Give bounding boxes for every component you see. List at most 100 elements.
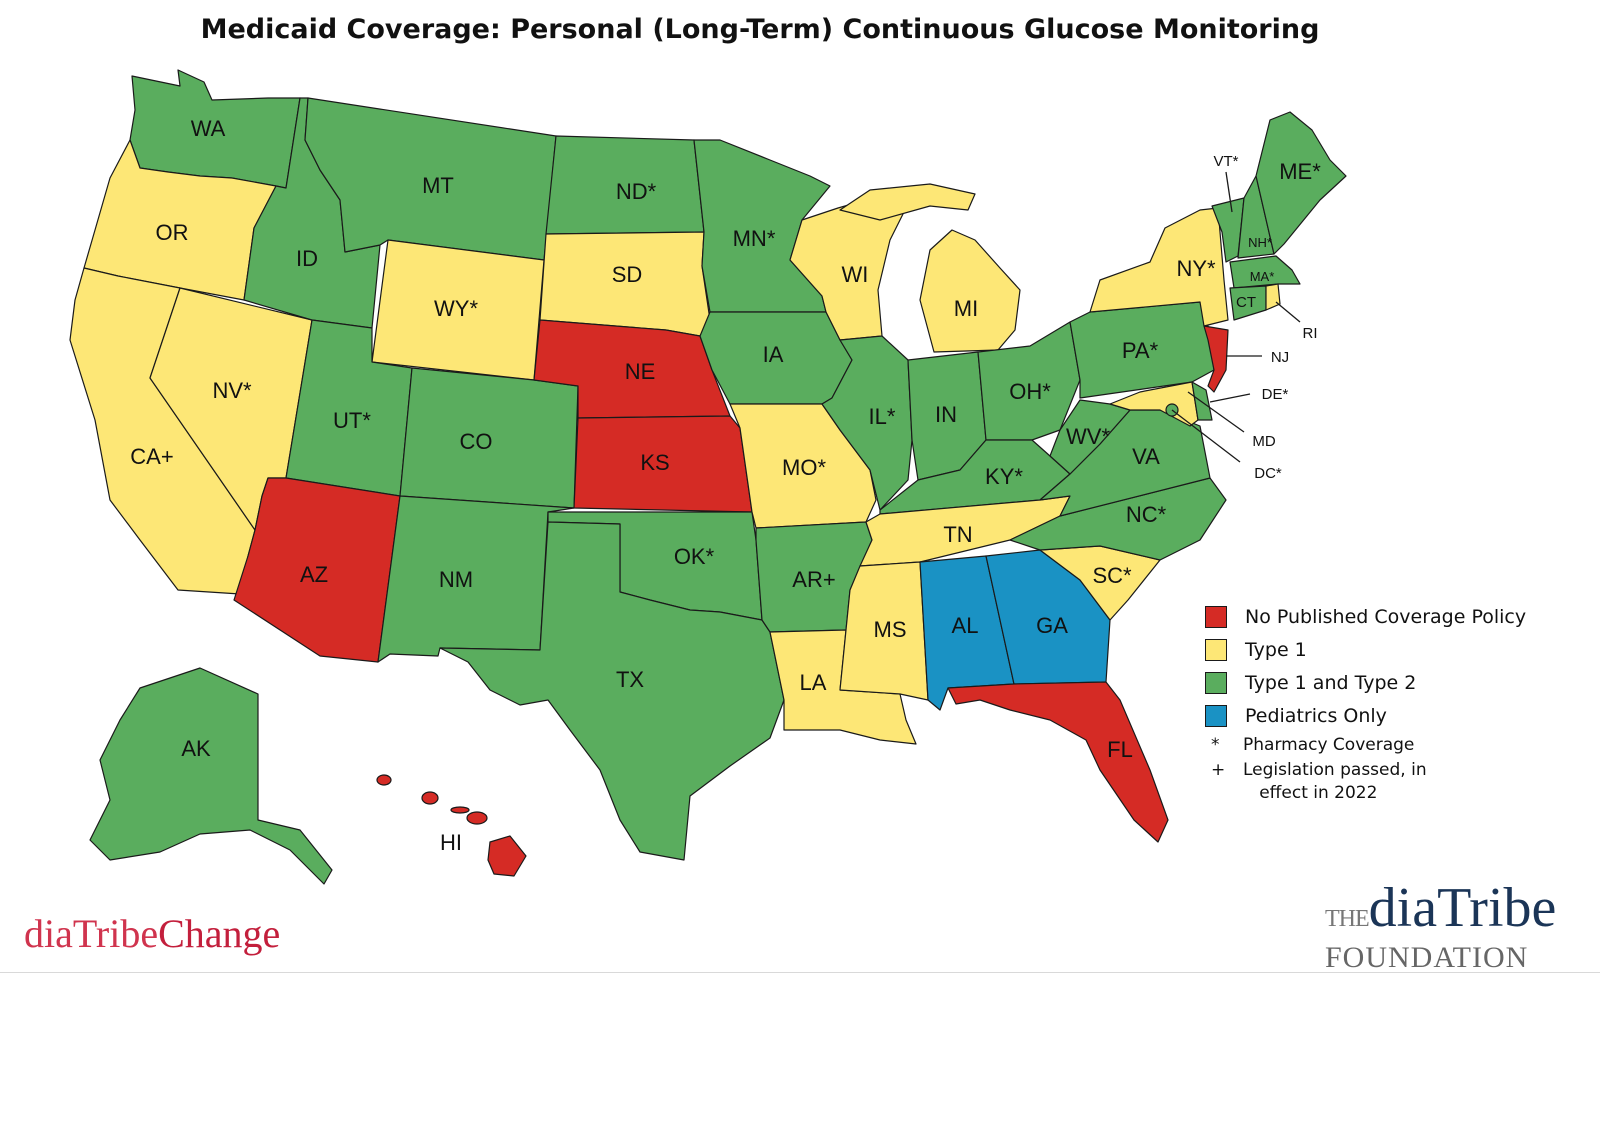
label-IL: IL*: [869, 404, 896, 429]
label-ND: ND*: [616, 179, 657, 204]
logo-left-prefix: diaTribe: [24, 911, 159, 956]
legend-label-legislation: Legislation passed, in effect in 2022: [1243, 760, 1427, 803]
legend-swatch-blue: [1205, 704, 1227, 727]
label-MT: MT: [422, 173, 454, 198]
legend-label-none: No Published Coverage Policy: [1245, 605, 1527, 628]
footer-divider: [0, 972, 1600, 973]
diatribe-foundation-logo[interactable]: THEdiaTribe FOUNDATION: [1325, 880, 1556, 973]
label-MS: MS: [874, 617, 907, 642]
label-NH: NH*: [1248, 235, 1272, 250]
label-IA: IA: [763, 342, 784, 367]
label-DE: DE*: [1262, 386, 1289, 403]
map-legend: No Published Coverage Policy Type 1 Type…: [1205, 600, 1526, 805]
state-IL[interactable]: [821, 335, 913, 511]
legend-swatch-yellow: [1205, 638, 1227, 661]
state-AZ[interactable]: [233, 477, 401, 663]
label-AZ: AZ: [300, 562, 328, 587]
label-PA: PA*: [1122, 338, 1159, 363]
legend-item-type1-type2: Type 1 and Type 2: [1205, 666, 1526, 699]
label-WI: WI: [842, 262, 869, 287]
logo-right-the: THE: [1325, 906, 1370, 932]
leader-DC: [1171, 409, 1241, 463]
label-OR: OR: [156, 220, 189, 245]
state-HI-kauai[interactable]: [376, 774, 392, 786]
asterisk-symbol: *: [1211, 735, 1220, 755]
label-OH: OH*: [1009, 379, 1051, 404]
leader-MD: [1187, 391, 1245, 433]
label-MA: MA*: [1250, 269, 1275, 284]
label-RI: RI: [1303, 325, 1318, 342]
state-HI-maui[interactable]: [466, 811, 488, 825]
label-TX: TX: [616, 667, 644, 692]
label-HI: HI: [440, 830, 462, 855]
label-KS: KS: [640, 450, 669, 475]
label-MI: MI: [954, 296, 978, 321]
diatribe-change-logo[interactable]: diaTribeChange: [24, 910, 280, 957]
label-NM: NM: [439, 567, 473, 592]
label-KY: KY*: [985, 464, 1023, 489]
leader-VT: [1225, 171, 1233, 213]
label-SC: SC*: [1092, 563, 1132, 588]
state-DE[interactable]: [1191, 381, 1213, 421]
label-MN: MN*: [733, 226, 776, 251]
label-SD: SD: [612, 262, 643, 287]
label-FL: FL: [1107, 737, 1133, 762]
state-NJ[interactable]: [1203, 325, 1229, 393]
legend-label-type1: Type 1: [1245, 638, 1307, 661]
legend-note-pharmacy: * Pharmacy Coverage: [1205, 734, 1526, 757]
label-AL: AL: [952, 613, 979, 638]
label-NV: NV*: [212, 378, 252, 403]
label-AR: AR+: [792, 567, 835, 592]
legend-label-type1-type2: Type 1 and Type 2: [1245, 671, 1417, 694]
label-TN: TN: [943, 522, 972, 547]
state-ME[interactable]: [1255, 111, 1347, 255]
state-HI-molokai[interactable]: [450, 806, 470, 814]
label-UT: UT*: [333, 408, 371, 433]
state-AK[interactable]: [89, 667, 333, 885]
plus-symbol: +: [1211, 760, 1226, 780]
label-WY: WY*: [434, 296, 478, 321]
state-MI-upper[interactable]: [839, 183, 976, 221]
label-ID: ID: [296, 246, 318, 271]
label-CO: CO: [460, 429, 493, 454]
logo-left-suffix: Change: [158, 911, 281, 956]
legend-swatch-green: [1205, 671, 1227, 694]
label-VA: VA: [1132, 444, 1160, 469]
label-WA: WA: [191, 116, 226, 141]
label-MO: MO*: [782, 455, 826, 480]
state-CO[interactable]: [399, 367, 579, 509]
label-LA: LA: [800, 670, 827, 695]
legend-label-pharmacy: Pharmacy Coverage: [1243, 735, 1415, 755]
label-CT: CT: [1236, 294, 1256, 311]
label-NE: NE: [625, 359, 656, 384]
label-WV: WV*: [1066, 424, 1110, 449]
label-GA: GA: [1036, 613, 1068, 638]
logo-right-foundation: FOUNDATION: [1325, 941, 1529, 974]
legend-item-none: No Published Coverage Policy: [1205, 600, 1526, 633]
label-NC: NC*: [1126, 502, 1167, 527]
label-AK: AK: [181, 736, 211, 761]
legend-item-pediatrics: Pediatrics Only: [1205, 699, 1526, 732]
label-NY: NY*: [1176, 256, 1216, 281]
label-ME: ME*: [1279, 159, 1321, 184]
legend-note-legislation: + Legislation passed, in effect in 2022: [1205, 759, 1526, 805]
state-MI[interactable]: [919, 229, 1021, 353]
legend-swatch-red: [1205, 605, 1227, 628]
leader-DE: [1209, 393, 1251, 403]
label-IN: IN: [935, 402, 957, 427]
us-coverage-map: WA OR CA+ NV* ID MT WY* UT* AZ CO NM ND*…: [69, 69, 1347, 885]
state-RI[interactable]: [1265, 283, 1281, 311]
legend-item-type1: Type 1: [1205, 633, 1526, 666]
label-OK: OK*: [674, 544, 715, 569]
logo-right-brand: diaTribe: [1368, 877, 1557, 939]
label-VT: VT*: [1213, 153, 1238, 170]
state-HI[interactable]: [487, 835, 527, 877]
label-CA: CA+: [130, 444, 173, 469]
map-title: Medicaid Coverage: Personal (Long-Term) …: [200, 14, 1320, 45]
leader-RI: [1275, 301, 1301, 323]
label-MD: MD: [1252, 433, 1275, 450]
state-FL[interactable]: [947, 681, 1169, 843]
state-TX[interactable]: [439, 521, 785, 861]
state-HI-oahu[interactable]: [421, 791, 439, 805]
state-VT[interactable]: [1211, 197, 1245, 263]
